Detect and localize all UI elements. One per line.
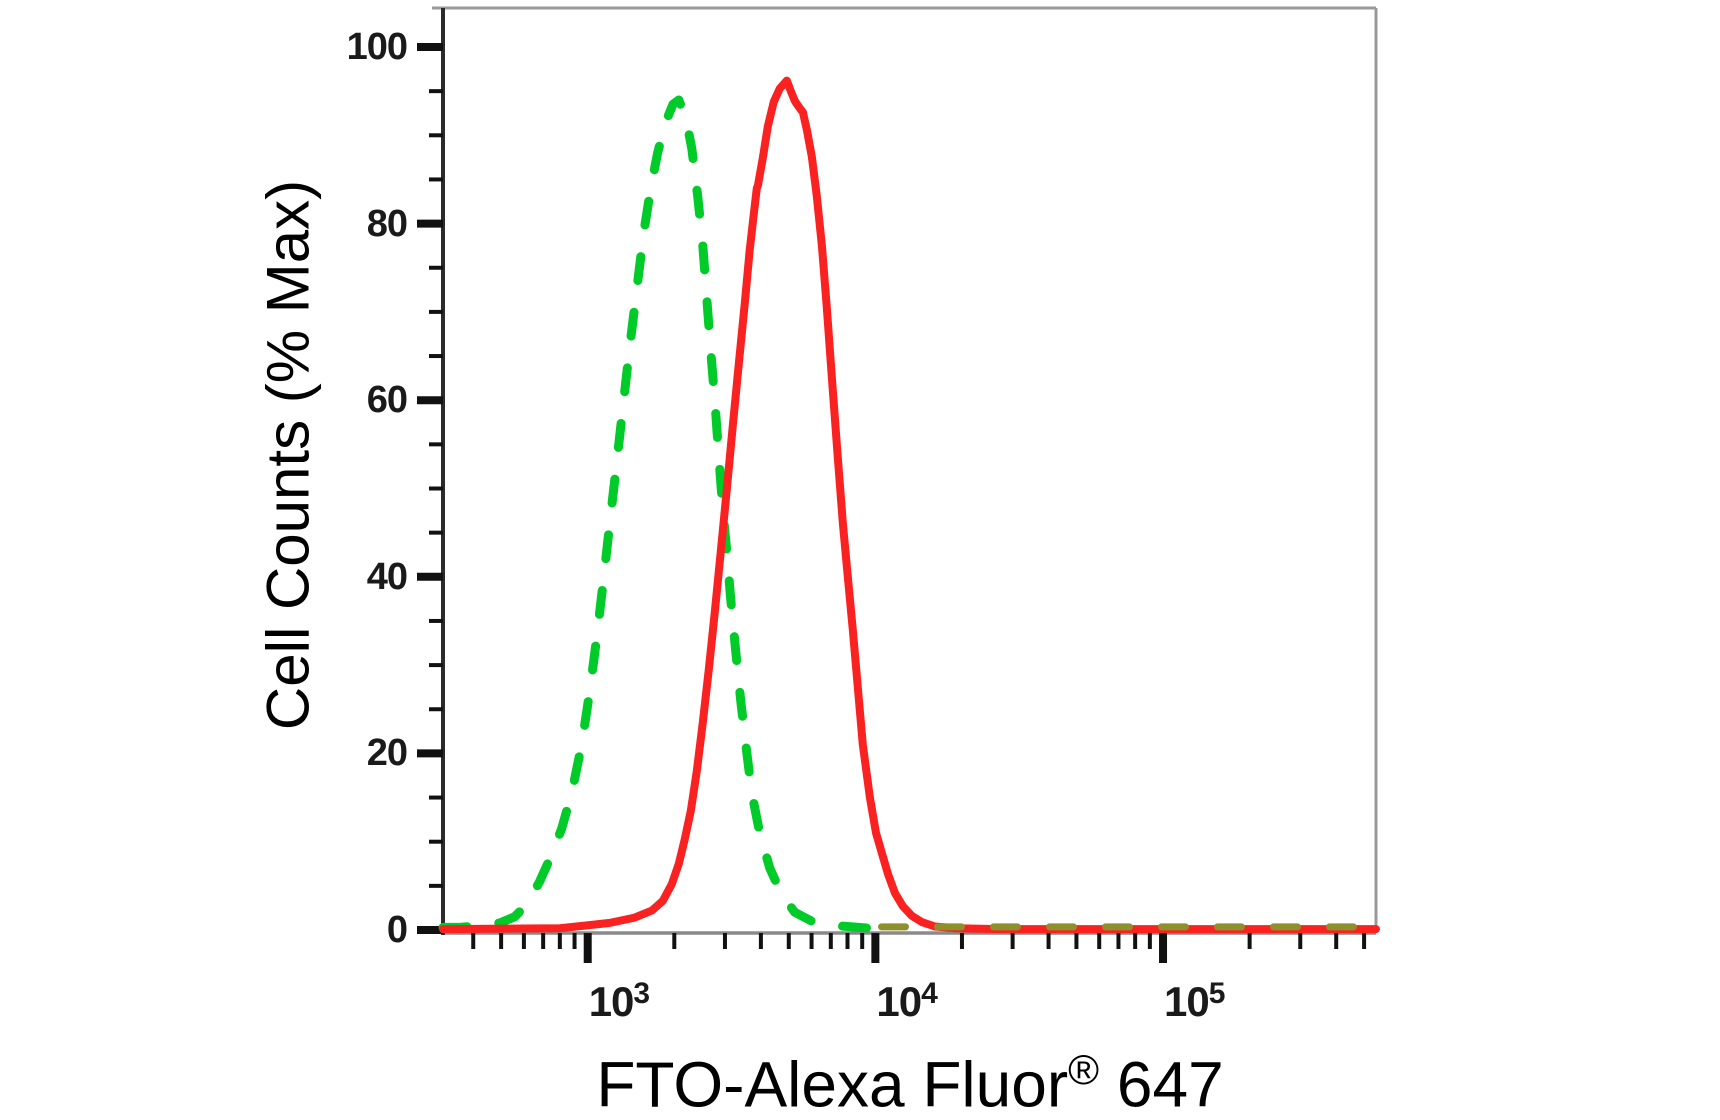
x-tick-label-10e5: 105 bbox=[1164, 977, 1225, 1025]
series-green-dashed-histogram bbox=[438, 95, 875, 933]
x-axis-title-number: 647 bbox=[1099, 1048, 1224, 1120]
x-tick-label-10e4: 104 bbox=[876, 977, 937, 1025]
y-tick-label-100: 100 bbox=[346, 26, 408, 68]
y-tick-label-0: 0 bbox=[386, 909, 408, 951]
x-axis-title: FTO-Alexa Fluor® 647 bbox=[596, 1046, 1223, 1120]
registered-trademark-symbol: ® bbox=[1068, 1046, 1100, 1093]
series-red-solid-histogram bbox=[439, 76, 1380, 934]
x-axis-title-text: FTO-Alexa Fluor bbox=[596, 1048, 1069, 1120]
y-tick-label-60: 60 bbox=[366, 379, 408, 422]
x-tick-label-10e3: 103 bbox=[588, 977, 650, 1025]
y-tick-label-80: 80 bbox=[366, 202, 408, 245]
y-axis-title: Cell Counts (% Max) bbox=[254, 179, 322, 731]
y-tick-label-20: 20 bbox=[366, 732, 408, 775]
y-tick-label-40: 40 bbox=[366, 555, 408, 598]
